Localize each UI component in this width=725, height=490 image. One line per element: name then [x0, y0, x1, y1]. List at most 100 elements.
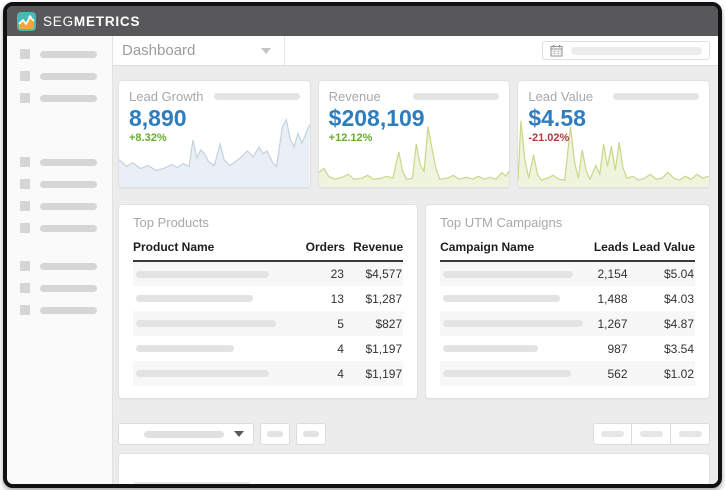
- campaign-name-placeholder: [443, 345, 539, 352]
- top-utm-campaigns-card: Top UTM Campaigns Campaign Name Leads Le…: [425, 204, 710, 399]
- report-select-dropdown[interactable]: [118, 423, 254, 445]
- dashboard-content: Lead Growth 8,890 +8.32%: [113, 66, 718, 484]
- report-controls-row: [118, 423, 710, 445]
- lead-value-cell: $1.02: [663, 366, 694, 381]
- brand-prefix: SEG: [43, 13, 74, 29]
- column-header-leads: Leads: [591, 237, 629, 262]
- metric-title: Lead Growth: [129, 89, 204, 104]
- button-label-placeholder: [678, 431, 702, 437]
- metric-card-lead-value: Lead Value $4.58 -21.02%: [517, 80, 711, 188]
- column-header-lead-value: Lead Value: [628, 237, 695, 262]
- sidebar-item-label-placeholder: [40, 202, 97, 210]
- metric-legend-placeholder: [613, 93, 700, 100]
- campaign-name-placeholder: [443, 320, 584, 327]
- leads-cell: 987: [607, 341, 628, 356]
- control-button-2[interactable]: [296, 423, 326, 445]
- product-name-cell: [133, 261, 299, 286]
- metric-card-lead-growth: Lead Growth 8,890 +8.32%: [118, 80, 311, 188]
- column-header-orders: Orders: [299, 237, 345, 262]
- control-button-1[interactable]: [260, 423, 290, 445]
- campaign-name-placeholder: [443, 270, 574, 278]
- table-header-row: Campaign Name Leads Lead Value: [440, 237, 695, 262]
- button-label-placeholder: [639, 431, 663, 437]
- chevron-down-icon: [234, 431, 244, 437]
- orders-cell: 13: [330, 291, 344, 306]
- sidebar-item[interactable]: [7, 93, 112, 103]
- metric-title: Lead Value: [528, 89, 594, 104]
- lead-value-cell: $4.87: [663, 316, 694, 331]
- top-products-card: Top Products Product Name Orders Revenue: [118, 204, 419, 399]
- metrics-row: Lead Growth 8,890 +8.32%: [118, 80, 711, 188]
- select-value-placeholder: [144, 430, 224, 438]
- revenue-cell: $1,197: [365, 366, 403, 381]
- orders-cell: 5: [337, 316, 344, 331]
- table-row: 23 $4,577: [133, 261, 404, 286]
- campaign-name-cell: [440, 361, 592, 386]
- dashboard-selector[interactable]: Dashboard: [113, 36, 285, 65]
- leads-cell: 1,488: [597, 291, 628, 306]
- table-row: 13 $1,287: [133, 286, 403, 311]
- sidebar-item-icon: [20, 283, 30, 293]
- sidebar-item[interactable]: [7, 305, 112, 315]
- toggle-button-1[interactable]: [593, 423, 632, 445]
- sidebar-item[interactable]: [7, 179, 112, 189]
- table-title: Top Products: [133, 215, 209, 230]
- sidebar-item-label-placeholder: [40, 180, 97, 188]
- top-utm-campaigns-table: Campaign Name Leads Lead Value 2,154: [440, 237, 695, 386]
- sidebar-item[interactable]: [7, 49, 112, 59]
- text-line-placeholder: [133, 482, 251, 484]
- campaign-name-cell: [440, 336, 592, 361]
- sidebar-item-label-placeholder: [40, 72, 97, 80]
- sidebar-item-icon: [20, 179, 30, 189]
- metric-value: $208,109: [328, 105, 425, 131]
- revenue-cell: $827: [375, 316, 403, 331]
- sidebar-item-label-placeholder: [40, 306, 97, 314]
- lead-growth-sparkline: [119, 117, 310, 187]
- sidebar-item[interactable]: [7, 157, 112, 167]
- campaign-name-placeholder: [443, 370, 572, 377]
- sidebar-item-icon: [20, 261, 30, 271]
- table-row: 5 $827: [133, 311, 404, 336]
- table-header-row: Product Name Orders Revenue: [133, 237, 404, 262]
- sidebar-item[interactable]: [7, 261, 112, 271]
- revenue-cell: $1,197: [365, 341, 403, 356]
- metric-legend-placeholder: [413, 93, 500, 100]
- revenue-cell: $4,577: [365, 267, 403, 281]
- button-label-placeholder: [267, 431, 283, 437]
- product-name-placeholder: [136, 345, 234, 352]
- product-name-cell: [133, 361, 299, 386]
- sidebar-item[interactable]: [7, 223, 112, 233]
- campaign-name-cell: [440, 261, 592, 286]
- sidebar-item[interactable]: [7, 201, 112, 211]
- lead-value-sparkline: [518, 120, 710, 187]
- product-name-placeholder: [136, 320, 276, 327]
- table-title: Top UTM Campaigns: [440, 215, 563, 230]
- sidebar-item-label-placeholder: [40, 262, 97, 270]
- leads-cell: 562: [607, 366, 628, 381]
- metric-card-revenue: Revenue $208,109 +12.12%: [317, 80, 511, 188]
- toggle-button-3[interactable]: [671, 423, 710, 445]
- sidebar-item-icon: [20, 71, 30, 81]
- page-title: Dashboard: [122, 42, 196, 59]
- table-row: 4 $1,197: [133, 336, 403, 361]
- column-header-campaign-name: Campaign Name: [440, 237, 592, 262]
- toggle-button-2[interactable]: [632, 423, 671, 445]
- sidebar-item-icon: [20, 49, 30, 59]
- page-header-bar: Dashboard: [113, 36, 718, 66]
- metric-delta: +12.12%: [328, 132, 373, 144]
- sidebar-item-label-placeholder: [40, 94, 97, 102]
- column-header-revenue: Revenue: [344, 237, 404, 262]
- sidebar-item[interactable]: [7, 71, 112, 81]
- sidebar-item[interactable]: [7, 283, 112, 293]
- date-range-picker[interactable]: [542, 41, 710, 60]
- table-row: 987 $3.54: [440, 336, 695, 361]
- top-products-table: Product Name Orders Revenue 23: [133, 237, 404, 386]
- lead-value-cell: $5.04: [663, 267, 694, 281]
- brand-wordmark: SEGMETRICS: [43, 14, 140, 29]
- chevron-down-icon: [261, 47, 271, 54]
- leads-cell: 1,267: [597, 316, 628, 331]
- revenue-cell: $1,287: [365, 291, 403, 306]
- button-label-placeholder: [303, 431, 319, 437]
- campaign-name-placeholder: [443, 295, 561, 302]
- revenue-sparkline: [318, 126, 510, 187]
